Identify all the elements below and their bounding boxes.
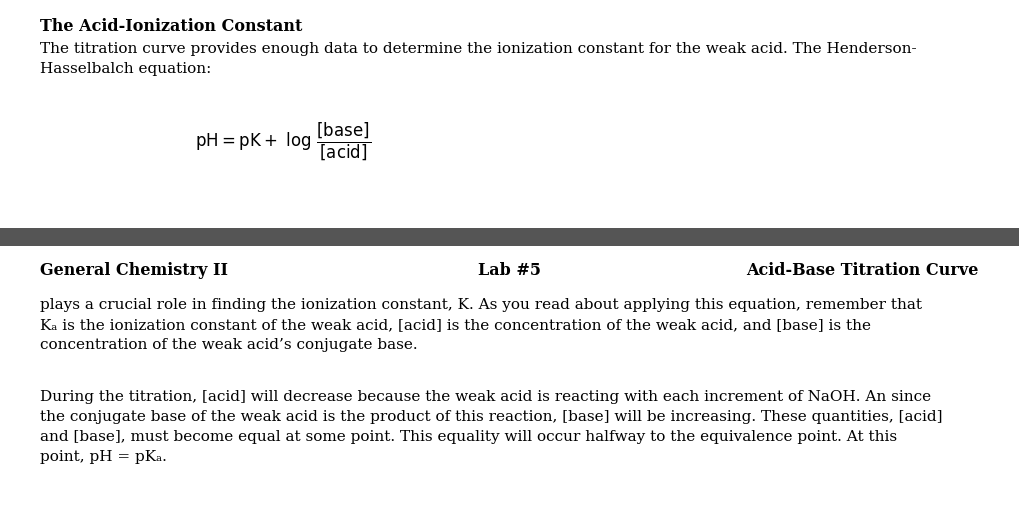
Text: plays a crucial role in finding the ionization constant, K. As you read about ap: plays a crucial role in finding the ioni…	[40, 298, 922, 312]
Text: concentration of the weak acid’s conjugate base.: concentration of the weak acid’s conjuga…	[40, 338, 418, 352]
Bar	[0, 228, 1019, 246]
Text: During the titration, [acid] will decrease because the weak acid is reacting wit: During the titration, [acid] will decrea…	[40, 390, 931, 404]
Text: point, pH = pKₐ.: point, pH = pKₐ.	[40, 450, 167, 464]
Text: Acid-Base Titration Curve: Acid-Base Titration Curve	[747, 262, 979, 279]
Text: The Acid-Ionization Constant: The Acid-Ionization Constant	[40, 18, 303, 35]
Text: and [base], must become equal at some point. This equality will occur halfway to: and [base], must become equal at some po…	[40, 430, 897, 444]
Text: General Chemistry II: General Chemistry II	[40, 262, 228, 279]
Text: $\mathrm{pH = pK +\ log}\ \dfrac{\mathrm{[base]}}{\mathrm{[acid]}}$: $\mathrm{pH = pK +\ log}\ \dfrac{\mathrm…	[195, 120, 371, 162]
Text: Kₐ is the ionization constant of the weak acid, [acid] is the concentration of t: Kₐ is the ionization constant of the wea…	[40, 318, 871, 332]
Text: Lab #5: Lab #5	[478, 262, 541, 279]
Text: Hasselbalch equation:: Hasselbalch equation:	[40, 62, 211, 76]
Text: the conjugate base of the weak acid is the product of this reaction, [base] will: the conjugate base of the weak acid is t…	[40, 410, 943, 424]
Text: The titration curve provides enough data to determine the ionization constant fo: The titration curve provides enough data…	[40, 42, 917, 56]
